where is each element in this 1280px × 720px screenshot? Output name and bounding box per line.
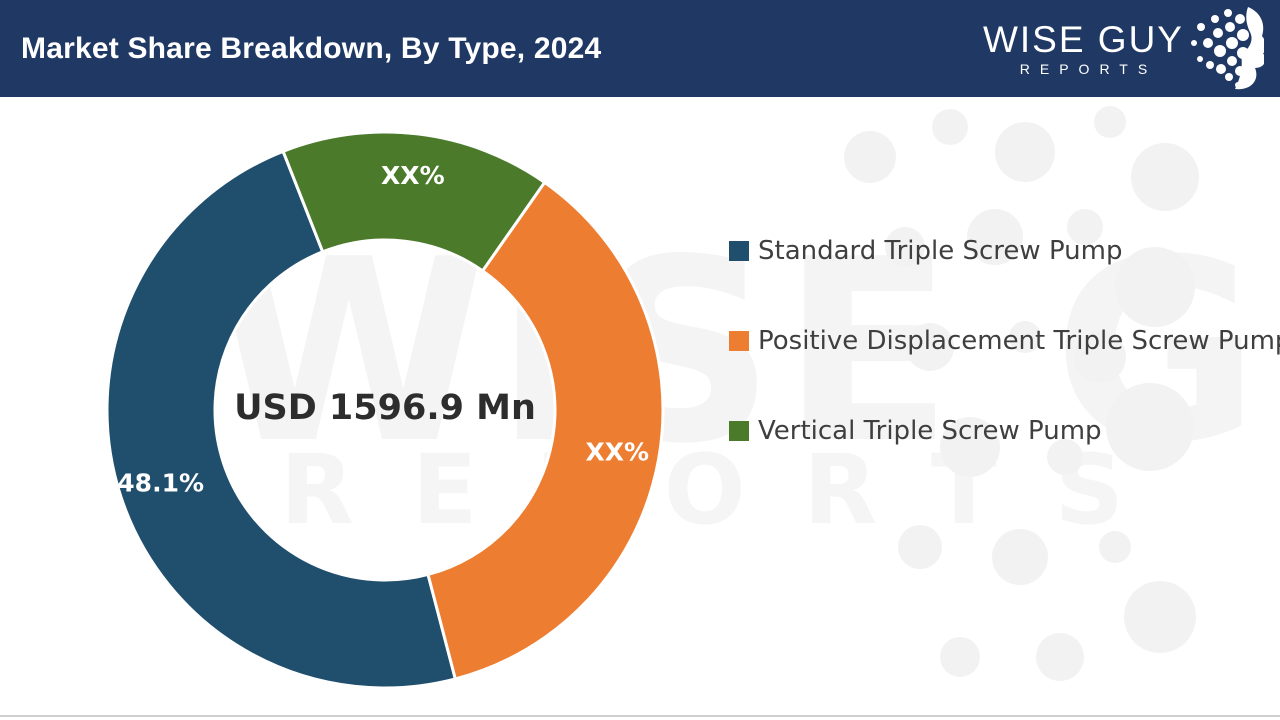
brand-logo: WISE GUY REPORTS (983, 4, 1264, 94)
segment-percent-label: 48.1% (117, 469, 204, 498)
legend-label: Positive Displacement Triple Screw Pump (758, 326, 1280, 356)
footer-divider (0, 715, 1280, 717)
brand-wordmark: WISE GUY REPORTS (982, 19, 1184, 77)
page-title: Market Share Breakdown, By Type, 2024 (21, 31, 602, 65)
donut-segment-2 (281, 130, 547, 273)
legend-swatch-icon (729, 421, 749, 441)
donut-chart: 48.1% XX% XX% (105, 130, 665, 690)
face-logo-icon (1191, 7, 1264, 90)
legend-label: Standard Triple Screw Pump (758, 236, 1123, 266)
chart-area: WISE GUY REPORTS 48.1%XX%XX% USD 1596.9 … (0, 97, 1280, 715)
donut-segment-1 (426, 180, 665, 681)
legend-item: Positive Displacement Triple Screw Pump (729, 326, 1280, 356)
donut-center-label: USD 1596.9 Mn (234, 388, 536, 428)
legend-item: Standard Triple Screw Pump (729, 236, 1280, 266)
segment-percent-label: XX% (381, 161, 445, 190)
header-bar: Market Share Breakdown, By Type, 2024 WI… (0, 0, 1280, 97)
brand-subname: REPORTS (1019, 60, 1158, 77)
legend-swatch-icon (729, 241, 749, 261)
segment-percent-label: XX% (585, 437, 649, 466)
watermark-dots-icon (844, 106, 1199, 681)
legend-item: Vertical Triple Screw Pump (729, 416, 1280, 446)
donut-segment-0 (105, 149, 457, 690)
legend-label: Vertical Triple Screw Pump (758, 416, 1102, 446)
legend-swatch-icon (729, 331, 749, 351)
chart-legend: Standard Triple Screw Pump Positive Disp… (729, 236, 1280, 507)
brand-name: WISE GUY (982, 19, 1184, 61)
